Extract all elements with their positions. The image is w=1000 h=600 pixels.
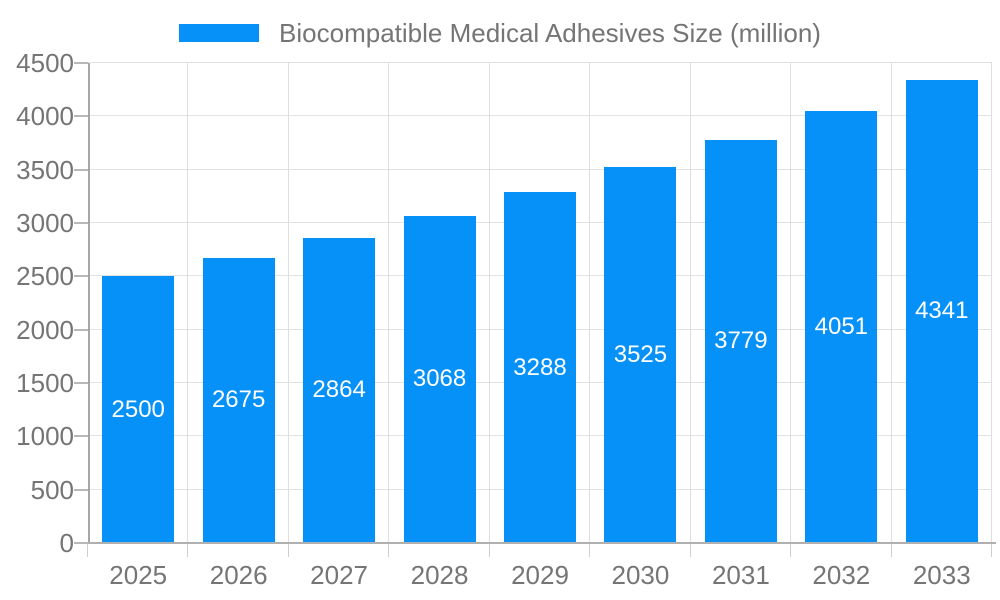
bar-value-label: 3525 [613, 341, 668, 368]
gridline-vertical [488, 63, 490, 543]
y-axis-label: 500 [30, 474, 74, 505]
plot-area: 2500 2675 2864 3068 3288 3525 3779 4051 4341 [88, 62, 992, 543]
x-axis-label: 2025 [109, 560, 168, 590]
bar[interactable]: 2864 [303, 237, 376, 543]
x-axis-tick [187, 544, 189, 557]
bar-value-label: 4341 [915, 297, 969, 325]
y-axis-label: 0 [59, 528, 74, 558]
gridline-vertical [790, 63, 792, 543]
bar[interactable]: 4051 [805, 110, 878, 543]
x-axis-tick [790, 544, 792, 557]
x-axis-label: 2028 [410, 560, 469, 590]
bar[interactable]: 3068 [403, 215, 476, 543]
gridline-vertical [287, 63, 289, 543]
y-axis-label: 2000 [16, 314, 74, 345]
x-axis-tick [488, 544, 490, 557]
bar[interactable]: 2675 [202, 257, 275, 543]
bar-value-label: 2500 [111, 395, 165, 423]
y-axis-tick [74, 115, 88, 118]
y-axis-line [88, 63, 90, 543]
x-axis-label: 2029 [511, 560, 569, 590]
x-axis-tick [689, 544, 691, 557]
x-axis-tick [87, 544, 88, 557]
bar-value-label: 2675 [211, 386, 266, 414]
y-axis-label: 4500 [16, 48, 74, 78]
y-axis-tick [74, 542, 88, 544]
x-axis-label: 2031 [711, 560, 770, 590]
gridline-horizontal [88, 62, 992, 63]
x-axis-tick [287, 544, 289, 557]
x-axis-tick [991, 544, 992, 557]
bar[interactable]: 2500 [102, 276, 175, 543]
bar[interactable]: 4341 [905, 79, 978, 543]
y-axis-label: 3000 [16, 208, 74, 238]
x-axis-label: 2032 [812, 560, 871, 590]
x-axis-label: 2026 [209, 560, 268, 590]
y-axis-label: 2500 [16, 261, 74, 292]
y-axis-tick [74, 435, 88, 438]
x-axis-line [84, 542, 996, 544]
bar-value-label: 3779 [714, 327, 768, 355]
y-axis-tick [74, 488, 88, 491]
gridline-vertical [890, 63, 892, 543]
bar[interactable]: 3288 [504, 192, 576, 543]
bar[interactable]: 3525 [604, 167, 677, 543]
bar-value-label: 2864 [312, 376, 366, 404]
legend-label: Biocompatible Medical Adhesives Size (mi… [279, 17, 821, 48]
x-axis-label: 2033 [912, 560, 971, 590]
legend[interactable]: Biocompatible Medical Adhesives Size (mi… [0, 16, 1000, 50]
x-axis-tick [890, 544, 892, 557]
bar-value-label: 4051 [814, 312, 869, 340]
gridline-vertical [187, 63, 189, 543]
y-axis-label: 3500 [16, 154, 74, 185]
y-axis-tick [74, 222, 88, 224]
gridline-vertical [689, 63, 691, 543]
y-axis-tick [74, 62, 88, 64]
x-axis-label: 2030 [611, 560, 670, 590]
gridline-horizontal [88, 168, 992, 170]
y-axis-tick [74, 168, 88, 171]
bar[interactable]: 3779 [704, 139, 777, 543]
y-axis-label: 4000 [16, 101, 74, 132]
gridline-vertical [388, 63, 390, 543]
gridline-horizontal [88, 115, 992, 117]
gridline-vertical [991, 63, 992, 543]
bar-value-label: 3288 [513, 353, 567, 381]
x-axis-tick [589, 544, 591, 557]
x-axis-label: 2027 [310, 560, 369, 590]
y-axis-label: 1500 [16, 368, 74, 398]
bar-value-label: 3068 [412, 365, 467, 393]
gridline-vertical [589, 63, 591, 543]
y-axis-tick [74, 382, 88, 384]
legend-swatch [179, 24, 260, 42]
y-axis-label: 1000 [16, 421, 74, 452]
x-axis-tick [388, 544, 390, 557]
y-axis-tick [74, 328, 88, 331]
y-axis-tick [74, 275, 88, 278]
